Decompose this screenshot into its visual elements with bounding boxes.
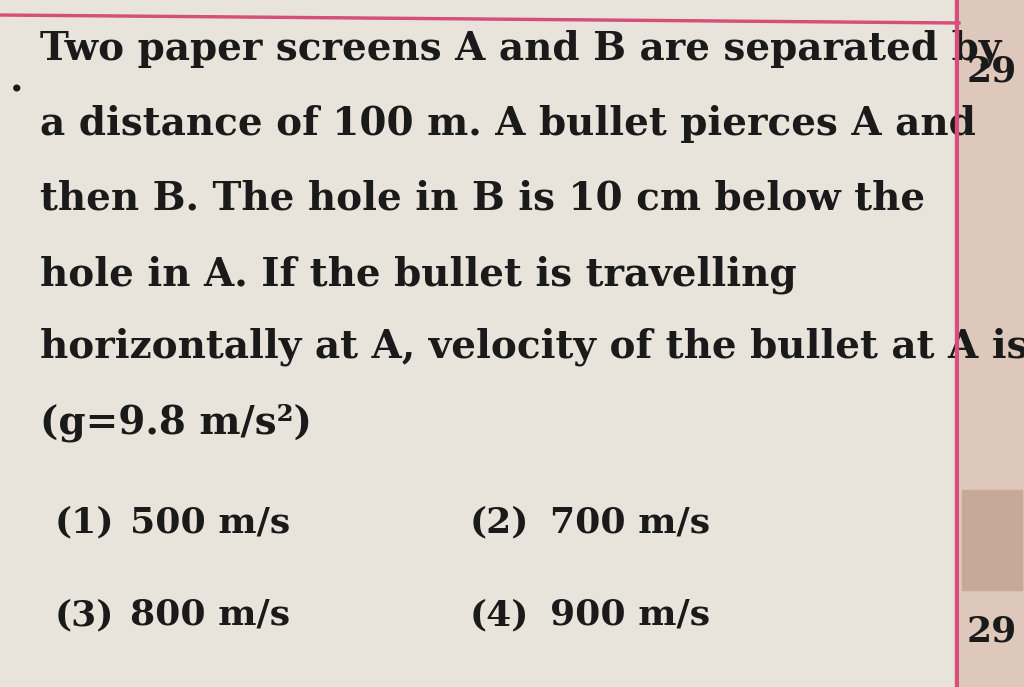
Text: hole in A. If the bullet is travelling: hole in A. If the bullet is travelling — [40, 255, 797, 293]
Text: horizontally at A, velocity of the bullet at A is: horizontally at A, velocity of the bulle… — [40, 328, 1024, 366]
Text: .: . — [10, 62, 24, 100]
Text: 29: 29 — [967, 55, 1017, 89]
FancyArrow shape — [0, 14, 961, 24]
Text: 29: 29 — [967, 615, 1017, 649]
Text: (4): (4) — [470, 598, 529, 632]
Text: Two paper screens A and B are separated by: Two paper screens A and B are separated … — [40, 30, 1001, 69]
Bar — [961, 0, 1024, 687]
Text: 700 m/s: 700 m/s — [550, 505, 710, 539]
Text: (2): (2) — [470, 505, 529, 539]
Text: (3): (3) — [55, 598, 115, 632]
Text: (g=9.8 m/s²): (g=9.8 m/s²) — [40, 403, 312, 442]
Text: (1): (1) — [55, 505, 115, 539]
Bar — [962, 490, 1022, 590]
Text: 500 m/s: 500 m/s — [130, 505, 290, 539]
Text: then B. The hole in B is 10 cm below the: then B. The hole in B is 10 cm below the — [40, 180, 925, 218]
Bar — [955, 0, 958, 687]
Text: 900 m/s: 900 m/s — [550, 598, 710, 632]
Text: a distance of 100 m. A bullet pierces A and: a distance of 100 m. A bullet pierces A … — [40, 105, 976, 143]
Text: 800 m/s: 800 m/s — [130, 598, 290, 632]
